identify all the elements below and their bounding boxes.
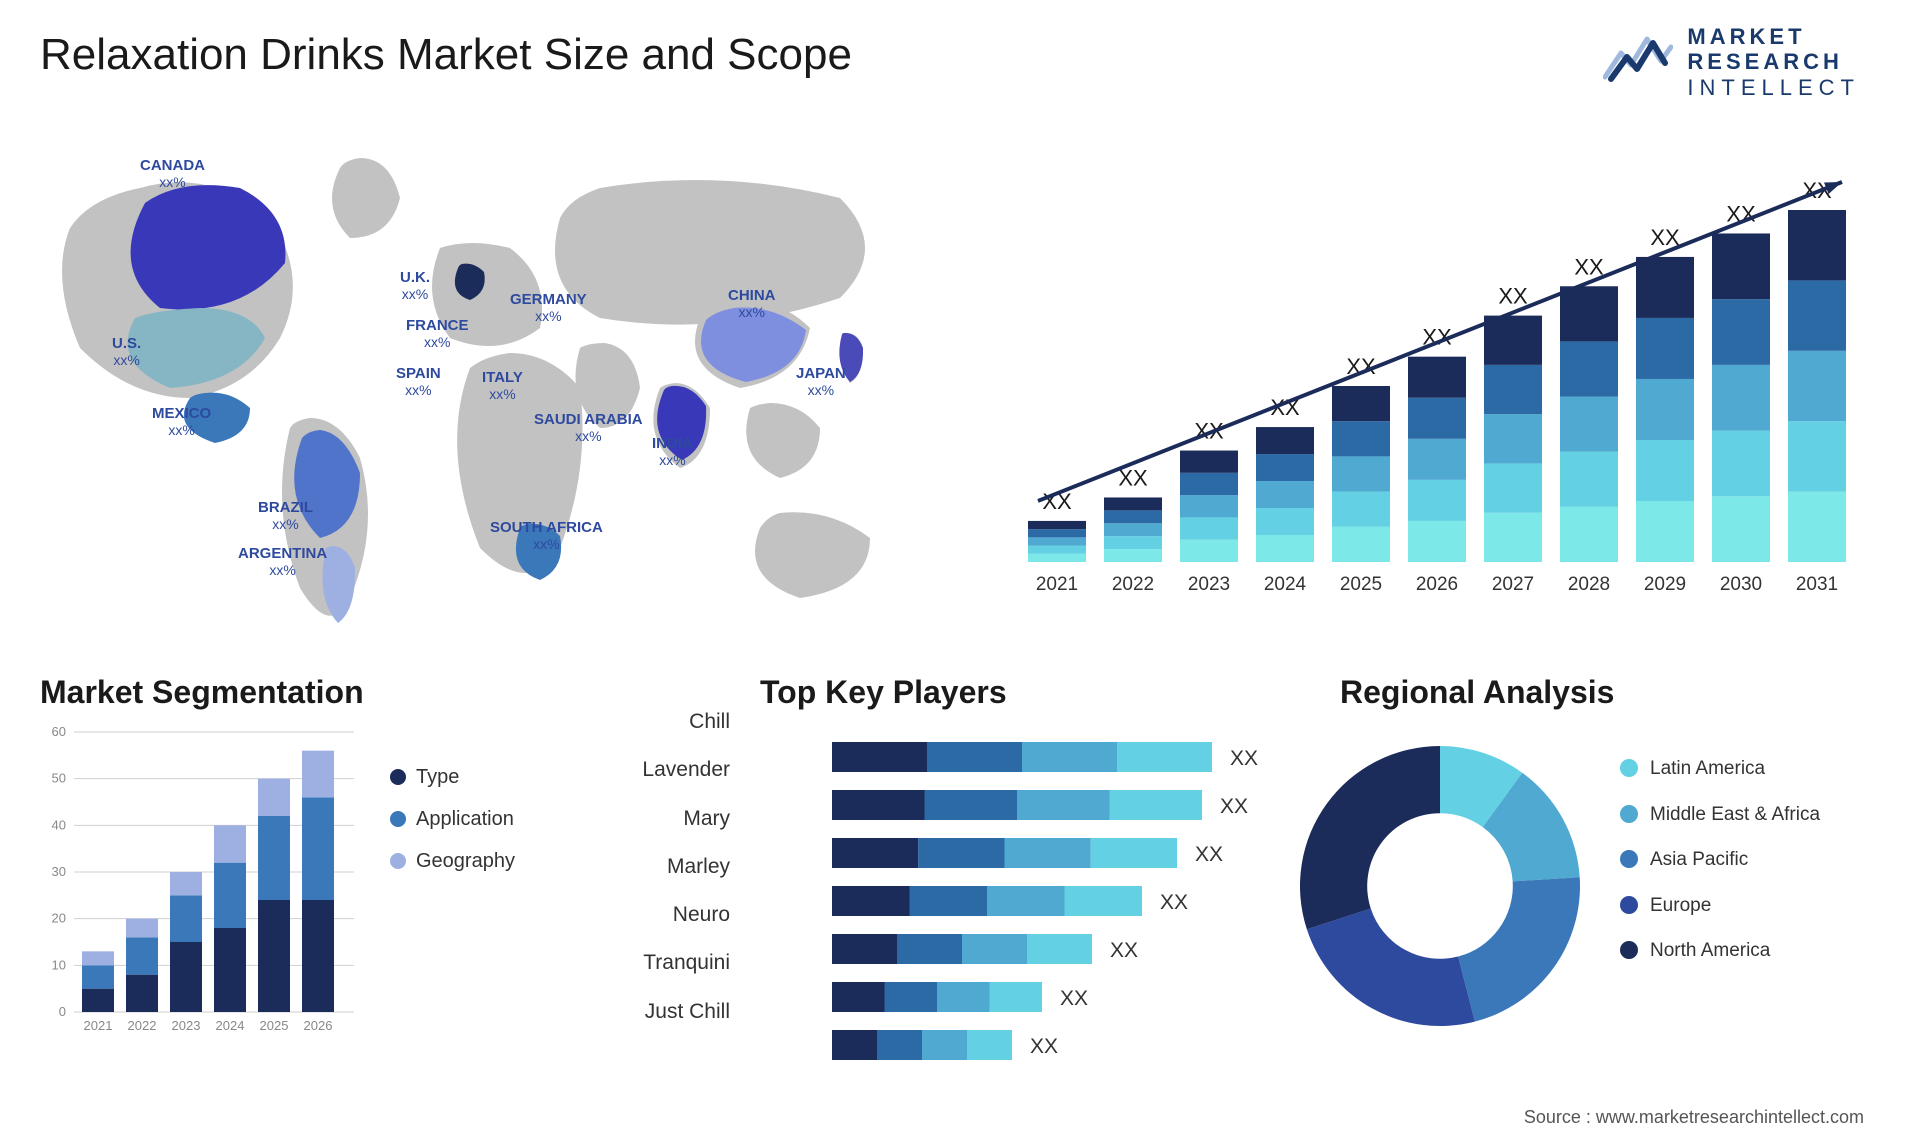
heading-regional: Regional Analysis: [1340, 674, 1614, 711]
seg-legend-application: Application: [390, 798, 515, 840]
svg-text:2023: 2023: [1188, 574, 1230, 595]
player-label-lavender: Lavender: [590, 746, 730, 794]
map-label-japan: JAPANxx%: [796, 366, 846, 398]
svg-text:XX: XX: [1574, 254, 1604, 279]
map-label-brazil: BRAZILxx%: [258, 500, 313, 532]
player-label-marley: Marley: [590, 843, 730, 891]
svg-text:0: 0: [59, 1004, 66, 1019]
logo-text-1: MARKET: [1687, 24, 1860, 49]
keyplayers-labels: ChillLavenderMaryMarleyNeuroTranquiniJus…: [590, 698, 730, 1036]
player-label-neuro: Neuro: [590, 891, 730, 939]
svg-text:2022: 2022: [128, 1018, 157, 1033]
map-label-india: INDIAxx%: [652, 436, 693, 468]
segmentation-legend: TypeApplicationGeography: [390, 720, 515, 1070]
map-label-italy: ITALYxx%: [482, 370, 523, 402]
map-label-u-s-: U.S.xx%: [112, 336, 141, 368]
segmentation-chart: 0 10 20 30 40 50 60 2021 2022 2023 2024 2025 2026 Ty…: [40, 720, 560, 1070]
svg-text:2031: 2031: [1796, 574, 1838, 595]
map-label-saudi-arabia: SAUDI ARABIAxx%: [534, 412, 643, 444]
map-label-south-africa: SOUTH AFRICAxx%: [490, 520, 603, 552]
region-legend-latin-america: Latin America: [1620, 746, 1820, 792]
regional-legend: Latin AmericaMiddle East & AfricaAsia Pa…: [1620, 746, 1820, 974]
region-legend-north-america: North America: [1620, 928, 1820, 974]
svg-text:XX: XX: [1498, 284, 1528, 309]
brand-logo-mark: [1603, 31, 1673, 92]
svg-text:2030: 2030: [1720, 574, 1762, 595]
brand-logo: MARKET RESEARCH INTELLECT: [1603, 24, 1860, 100]
region-legend-middle-east-africa: Middle East & Africa: [1620, 792, 1820, 838]
player-label-mary: Mary: [590, 795, 730, 843]
map-label-canada: CANADAxx%: [140, 158, 205, 190]
svg-text:XX: XX: [1110, 939, 1138, 962]
map-label-france: FRANCExx%: [406, 318, 469, 350]
svg-text:XX: XX: [1030, 1035, 1058, 1058]
svg-text:XX: XX: [1195, 843, 1223, 866]
map-label-argentina: ARGENTINAxx%: [238, 546, 327, 578]
world-map: CANADAxx% U.S.xx% MEXICOxx% BRAZILxx% ARGENT…: [40, 128, 920, 648]
svg-text:40: 40: [52, 817, 66, 832]
logo-text-3: INTELLECT: [1687, 75, 1860, 100]
svg-text:2022: 2022: [1112, 574, 1154, 595]
player-label-tranquini: Tranquini: [590, 939, 730, 987]
svg-text:2025: 2025: [1340, 574, 1382, 595]
heading-segmentation: Market Segmentation: [40, 674, 364, 711]
svg-text:XX: XX: [1160, 891, 1188, 914]
regional-donut: [1290, 736, 1590, 1036]
svg-text:XX: XX: [1220, 795, 1248, 818]
map-label-spain: SPAINxx%: [396, 366, 441, 398]
map-label-u-k-: U.K.xx%: [400, 270, 430, 302]
seg-legend-type: Type: [390, 756, 515, 798]
svg-text:XX: XX: [1230, 747, 1258, 770]
svg-text:2023: 2023: [172, 1018, 201, 1033]
player-label-just-chill: Just Chill: [590, 988, 730, 1036]
svg-text:2025: 2025: [260, 1018, 289, 1033]
svg-text:2024: 2024: [1264, 574, 1307, 595]
logo-text-2: RESEARCH: [1687, 49, 1860, 74]
svg-text:2028: 2028: [1568, 574, 1610, 595]
svg-text:2024: 2024: [216, 1018, 245, 1033]
svg-text:30: 30: [52, 864, 66, 879]
player-label-chill: Chill: [590, 698, 730, 746]
svg-text:2021: 2021: [84, 1018, 113, 1033]
seg-legend-geography: Geography: [390, 840, 515, 882]
source-text: Source : www.marketresearchintellect.com: [1524, 1107, 1864, 1128]
map-label-china: CHINAxx%: [728, 288, 776, 320]
svg-text:XX: XX: [1060, 987, 1088, 1010]
page-title: Relaxation Drinks Market Size and Scope: [40, 30, 852, 80]
svg-text:10: 10: [52, 957, 66, 972]
svg-text:2029: 2029: [1644, 574, 1686, 595]
svg-text:2021: 2021: [1036, 574, 1078, 595]
region-legend-asia-pacific: Asia Pacific: [1620, 837, 1820, 883]
svg-text:20: 20: [52, 911, 66, 926]
svg-text:60: 60: [52, 724, 66, 739]
svg-text:2026: 2026: [304, 1018, 333, 1033]
svg-text:50: 50: [52, 771, 66, 786]
map-label-germany: GERMANYxx%: [510, 292, 587, 324]
growth-chart: XX2021XX2022XX2023XX2024XX2025XX2026XX20…: [1004, 150, 1864, 610]
map-label-mexico: MEXICOxx%: [152, 406, 211, 438]
heading-keyplayers: Top Key Players: [760, 674, 1007, 711]
keyplayers-chart: XX XX XX XX XX XX XX: [832, 736, 1332, 1066]
region-legend-europe: Europe: [1620, 883, 1820, 929]
svg-text:2026: 2026: [1416, 574, 1458, 595]
svg-text:2027: 2027: [1492, 574, 1534, 595]
